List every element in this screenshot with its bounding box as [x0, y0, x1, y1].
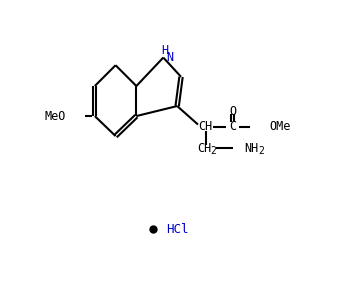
- Text: OMe: OMe: [270, 120, 291, 133]
- Text: MeO: MeO: [44, 110, 66, 123]
- Text: O: O: [229, 105, 236, 118]
- Text: CH: CH: [199, 120, 213, 133]
- Text: 2: 2: [258, 146, 264, 156]
- Text: 2: 2: [211, 146, 216, 156]
- Text: N: N: [166, 51, 173, 64]
- Text: H: H: [161, 44, 168, 57]
- Text: HCl: HCl: [166, 223, 188, 236]
- Text: C: C: [229, 120, 236, 133]
- Text: NH: NH: [244, 142, 258, 155]
- Text: CH: CH: [197, 142, 211, 155]
